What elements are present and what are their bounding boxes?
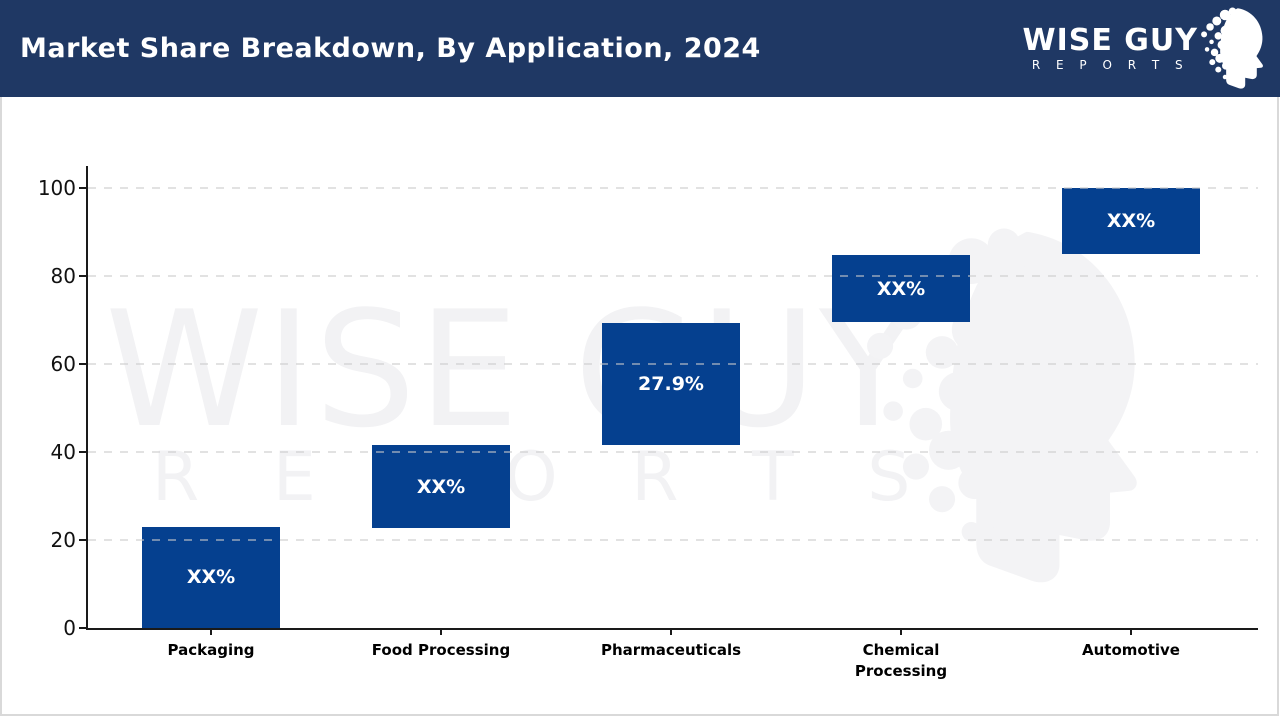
- bar-value-label-food-processing: XX%: [416, 475, 466, 498]
- bar-pharmaceuticals: [602, 322, 740, 446]
- y-tick-label-0: 0: [63, 616, 76, 640]
- y-tick-label-80: 80: [50, 264, 76, 288]
- x-tick-mark-pharmaceuticals: [670, 628, 672, 635]
- x-axis-label-pharmaceuticals: Pharmaceuticals: [600, 641, 742, 659]
- x-axis-label-chemical-processing: Chemical Processing: [854, 641, 948, 680]
- x-tick-mark-food-processing: [440, 628, 442, 635]
- page-title: Market Share Breakdown, By Application, …: [20, 33, 761, 64]
- y-tick-label-100: 100: [37, 176, 76, 200]
- gridline-y-80: [88, 275, 1258, 277]
- y-tick-mark-0: [79, 627, 88, 629]
- bar-packaging: [142, 526, 280, 628]
- bar-automotive: [1062, 187, 1200, 255]
- bar-value-label-automotive: XX%: [1106, 210, 1156, 232]
- y-tick-mark-40: [79, 451, 88, 453]
- logo-subtitle: R E P O R T S: [1031, 58, 1189, 72]
- bar-value-label-packaging: XX%: [186, 566, 236, 589]
- x-axis-label-food-processing: Food Processing: [371, 641, 511, 659]
- logo-head-icon: [1201, 6, 1263, 89]
- gridline-y-20: [88, 539, 1258, 541]
- x-tick-mark-packaging: [210, 628, 212, 635]
- x-tick-mark-chemical-processing: [900, 628, 902, 635]
- y-tick-label-40: 40: [50, 440, 76, 464]
- y-axis-line: [86, 166, 88, 630]
- wise-guy-logo: WISE GUY R E P O R T S: [1022, 0, 1270, 97]
- gridline-y-40: [88, 451, 1258, 453]
- chart-frame-border: [0, 97, 1279, 716]
- gridline-y-60: [88, 363, 1258, 365]
- bar-chemical-processing: [832, 255, 970, 322]
- logo-brand-name: WISE GUY: [1022, 23, 1198, 58]
- y-tick-label-20: 20: [50, 528, 76, 552]
- y-tick-label-60: 60: [50, 352, 76, 376]
- watermark-brand-text: WISE GUY: [105, 276, 919, 463]
- bar-food-processing: [372, 445, 510, 528]
- x-axis-line: [86, 628, 1258, 630]
- logo-text: WISE GUY R E P O R T S: [1022, 23, 1198, 73]
- bar-value-label-pharmaceuticals: 27.9%: [638, 373, 704, 396]
- x-axis-label-automotive: Automotive: [1082, 641, 1180, 659]
- x-tick-mark-automotive: [1130, 628, 1132, 635]
- y-tick-mark-100: [79, 187, 88, 189]
- y-tick-mark-60: [79, 363, 88, 365]
- gridline-y-100: [88, 187, 1258, 189]
- y-tick-mark-80: [79, 275, 88, 277]
- x-axis-label-packaging: Packaging: [167, 641, 255, 659]
- header-bar: Market Share Breakdown, By Application, …: [0, 0, 1280, 97]
- y-tick-mark-20: [79, 539, 88, 541]
- bar-value-label-chemical-processing: XX%: [876, 277, 926, 300]
